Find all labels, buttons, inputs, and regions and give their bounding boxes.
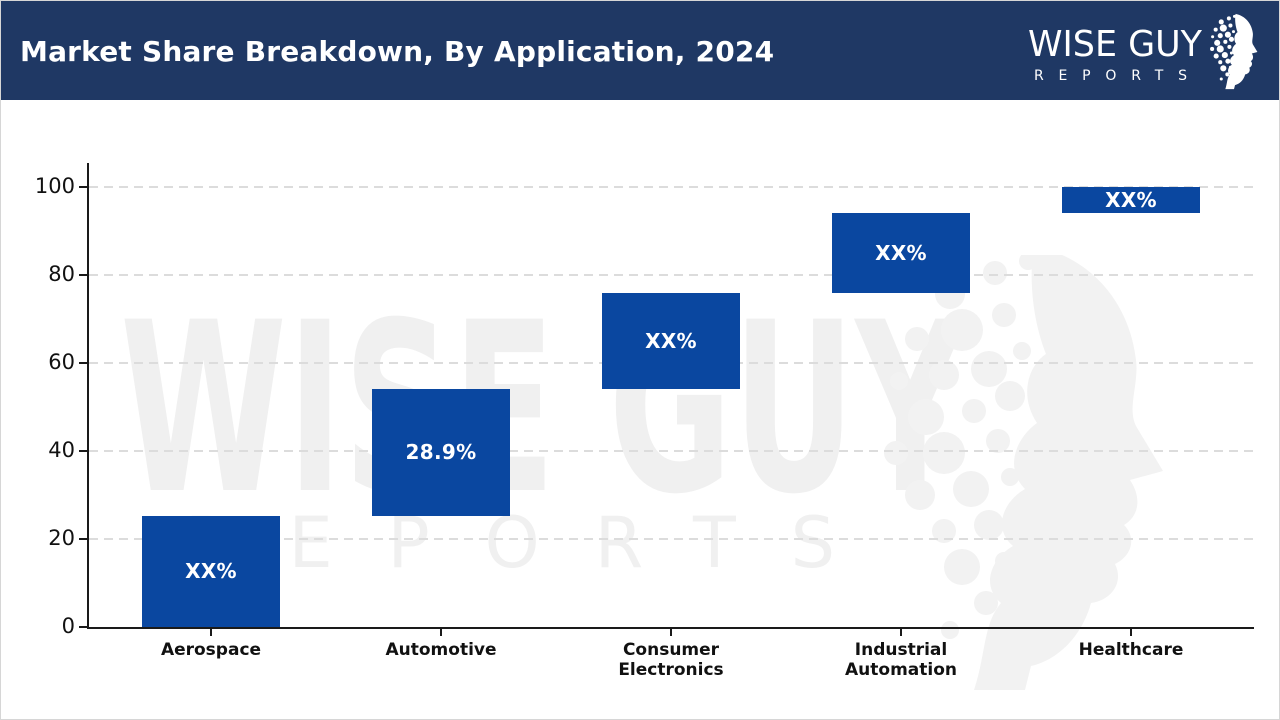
- bar-aerospace: XX%: [142, 515, 280, 627]
- bar-value-label: XX%: [185, 559, 237, 584]
- y-tick-60: [79, 362, 87, 364]
- y-tick-label-40: 40: [48, 438, 75, 462]
- x-tick-0: [210, 629, 212, 636]
- bar-industrial-automation: XX%: [832, 213, 970, 293]
- x-tick-3: [900, 629, 902, 636]
- header-bar: Market Share Breakdown, By Application, …: [0, 0, 1280, 100]
- y-axis-line: [87, 163, 89, 629]
- y-tick-80: [79, 274, 87, 276]
- x-category-label-1: Automotive: [385, 640, 497, 660]
- chart-title: Market Share Breakdown, By Application, …: [20, 35, 775, 68]
- bar-healthcare: XX%: [1062, 187, 1200, 214]
- y-tick-label-20: 20: [48, 526, 75, 550]
- x-category-label-2: Consumer Electronics: [618, 640, 724, 680]
- bar-automotive: 28.9%: [372, 388, 510, 516]
- y-tick-label-80: 80: [48, 262, 75, 286]
- y-tick-label-60: 60: [48, 350, 75, 374]
- x-tick-1: [440, 629, 442, 636]
- wise-guy-logo: WISE GUY REPORTS: [1028, 13, 1258, 90]
- x-axis-line: [87, 627, 1254, 629]
- logo-face-icon: [1210, 13, 1258, 90]
- x-tick-4: [1130, 629, 1132, 636]
- bar-value-label: XX%: [1105, 188, 1157, 213]
- gridline-40: [89, 450, 1253, 452]
- x-category-label-3: Industrial Automation: [845, 640, 957, 680]
- bar-value-label: XX%: [645, 328, 697, 353]
- logo-subtext: REPORTS: [1034, 68, 1196, 84]
- bar-value-label: XX%: [875, 240, 927, 265]
- bar-consumer-electronics: XX%: [602, 292, 740, 389]
- y-tick-20: [79, 538, 87, 540]
- gridline-100: [89, 186, 1253, 188]
- x-category-label-0: Aerospace: [160, 640, 262, 660]
- x-category-label-4: Healthcare: [1078, 640, 1184, 660]
- y-tick-100: [79, 186, 87, 188]
- bar-value-label: 28.9%: [405, 440, 477, 465]
- logo-wordmark: WISE GUY: [1028, 24, 1203, 65]
- y-tick-0: [79, 626, 87, 628]
- gridline-80: [89, 274, 1253, 276]
- y-tick-label-100: 100: [34, 174, 75, 198]
- gridline-20: [89, 538, 1253, 540]
- x-tick-2: [670, 629, 672, 636]
- y-tick-40: [79, 450, 87, 452]
- y-tick-label-0: 0: [61, 614, 75, 638]
